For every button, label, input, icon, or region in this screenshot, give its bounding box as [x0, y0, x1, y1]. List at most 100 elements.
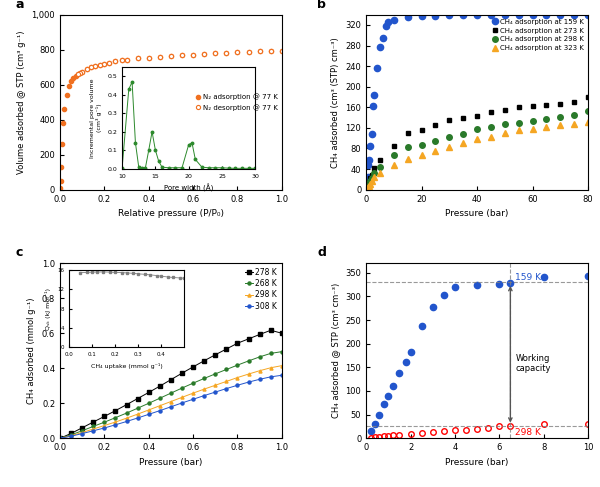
- CH₄ adsorption at 323 K: [364, 186, 371, 191]
- N₂ adsorption @ 77 K: [65, 83, 73, 89]
- CH₄ adsorption at 323 K: [432, 148, 439, 154]
- CH₄ adsorption at 323 K: [390, 163, 397, 169]
- N₂ desorption @ 77 K: [212, 50, 219, 56]
- CH₄ adsorption at 298 K: [371, 170, 378, 176]
- N₂ adsorption @ 77 K: [123, 57, 130, 63]
- N₂ desorption @ 77 K: [156, 54, 163, 59]
- 268 K: [190, 380, 197, 386]
- 308 K: [134, 415, 141, 421]
- 298 K: [245, 371, 252, 377]
- Text: Working
capacity: Working capacity: [516, 354, 551, 374]
- N₂ desorption @ 77 K: [76, 70, 83, 75]
- 268 K: [234, 362, 241, 368]
- N₂ adsorption @ 77 K: [112, 58, 119, 64]
- CH₄ adsorption at 298 K: [584, 109, 592, 114]
- Line: 308 K: 308 K: [58, 374, 283, 440]
- 268 K: [112, 415, 119, 421]
- CH₄ adsorption at 159 K: [382, 23, 389, 29]
- N₂ adsorption @ 77 K: [145, 55, 152, 60]
- N₂ desorption @ 77 K: [134, 56, 141, 61]
- CH₄ adsorption at 159 K: [364, 181, 371, 187]
- CH₄ adsorption at 273 K: [584, 94, 592, 100]
- N₂ adsorption @ 77 K: [74, 71, 82, 77]
- CH₄ adsorption at 298 K: [571, 112, 578, 117]
- N₂ adsorption @ 77 K: [57, 178, 64, 184]
- CH₄ adsorption at 273 K: [404, 130, 412, 136]
- Text: b: b: [317, 0, 326, 11]
- N₂ desorption @ 77 K: [178, 52, 185, 58]
- N₂ adsorption @ 77 K: [101, 61, 108, 67]
- Text: c: c: [16, 246, 23, 259]
- 268 K: [223, 367, 230, 373]
- N₂ adsorption @ 77 K: [56, 185, 64, 191]
- CH₄ adsorption at 273 K: [432, 122, 439, 128]
- Line: 268 K: 268 K: [58, 350, 283, 440]
- CH₄ adsorption at 298 K: [404, 144, 412, 150]
- 308 K: [123, 418, 130, 424]
- CH₄ adsorption at 323 K: [571, 121, 578, 127]
- CH₄ adsorption at 159 K: [473, 12, 481, 18]
- CH₄ adsorption at 273 K: [376, 157, 383, 163]
- CH₄ adsorption at 159 K: [390, 17, 397, 23]
- CH₄ adsorption at 298 K: [446, 134, 453, 140]
- CH₄ adsorption at 298 K: [529, 118, 536, 124]
- CH₄ adsorption at 323 K: [365, 183, 373, 189]
- 268 K: [123, 410, 130, 416]
- 268 K: [167, 390, 175, 396]
- CH₄ adsorption at 159 K: [432, 13, 439, 19]
- Line: CH₄ adsorption at 159 K: CH₄ adsorption at 159 K: [364, 12, 591, 191]
- CH₄ adsorption at 298 K: [418, 142, 425, 148]
- CH₄ adsorption at 273 K: [501, 107, 508, 113]
- Line: CH₄ adsorption at 323 K: CH₄ adsorption at 323 K: [364, 119, 591, 192]
- 298 K: [278, 363, 286, 369]
- CH₄ adsorption at 273 K: [446, 117, 453, 123]
- 278 K: [200, 358, 208, 364]
- N₂ adsorption @ 77 K: [105, 60, 112, 66]
- CH₄ adsorption at 298 K: [515, 120, 522, 126]
- 308 K: [79, 431, 86, 436]
- N₂ adsorption @ 77 K: [76, 70, 83, 75]
- 308 K: [167, 404, 175, 410]
- N₂ adsorption @ 77 K: [88, 65, 95, 71]
- 278 K: [79, 425, 86, 431]
- CH₄ adsorption at 273 K: [473, 113, 481, 119]
- 308 K: [267, 374, 274, 380]
- CH₄ adsorption at 298 K: [432, 138, 439, 144]
- 278 K: [223, 346, 230, 352]
- Text: 159 K: 159 K: [515, 273, 541, 282]
- CH₄ adsorption at 323 K: [363, 186, 370, 192]
- 278 K: [112, 408, 119, 413]
- Legend: CH₄ adsorption at 159 K, CH₄ adsorption at 273 K, CH₄ adsorption at 298 K, CH₄ a: CH₄ adsorption at 159 K, CH₄ adsorption …: [490, 16, 587, 54]
- CH₄ adsorption at 159 K: [365, 163, 372, 169]
- 268 K: [134, 405, 141, 411]
- Y-axis label: CH₄ adsorbed @ STP (cm³ cm⁻³): CH₄ adsorbed @ STP (cm³ cm⁻³): [331, 283, 340, 418]
- 308 K: [101, 425, 108, 431]
- N₂ adsorption @ 77 K: [200, 51, 208, 57]
- CH₄ adsorption at 298 K: [365, 183, 372, 189]
- N₂ adsorption @ 77 K: [134, 56, 141, 61]
- CH₄ adsorption at 273 K: [529, 103, 536, 109]
- CH₄ adsorption at 323 K: [404, 156, 412, 162]
- 308 K: [234, 382, 241, 388]
- CH₄ adsorption at 273 K: [418, 128, 425, 133]
- CH₄ adsorption at 159 K: [376, 44, 383, 50]
- N₂ desorption @ 77 K: [79, 69, 86, 75]
- N₂ adsorption @ 77 K: [59, 141, 66, 147]
- N₂ desorption @ 77 K: [234, 49, 241, 55]
- CH₄ adsorption at 273 K: [557, 101, 564, 107]
- N₂ desorption @ 77 K: [112, 58, 119, 64]
- 268 K: [145, 400, 152, 406]
- Y-axis label: CH₄ adsorbed (cm³ (STP) cm⁻³): CH₄ adsorbed (cm³ (STP) cm⁻³): [331, 37, 340, 168]
- CH₄ adsorption at 159 K: [364, 174, 371, 180]
- Text: a: a: [16, 0, 24, 11]
- 308 K: [190, 396, 197, 402]
- N₂ desorption @ 77 K: [83, 66, 90, 72]
- CH₄ adsorption at 323 K: [529, 126, 536, 132]
- CH₄ adsorption at 159 K: [501, 12, 508, 18]
- N₂ desorption @ 77 K: [105, 60, 112, 66]
- 268 K: [245, 358, 252, 364]
- CH₄ adsorption at 323 K: [367, 181, 374, 187]
- N₂ adsorption @ 77 K: [167, 53, 175, 59]
- N₂ desorption @ 77 K: [97, 62, 104, 68]
- N₂ adsorption @ 77 K: [178, 52, 185, 58]
